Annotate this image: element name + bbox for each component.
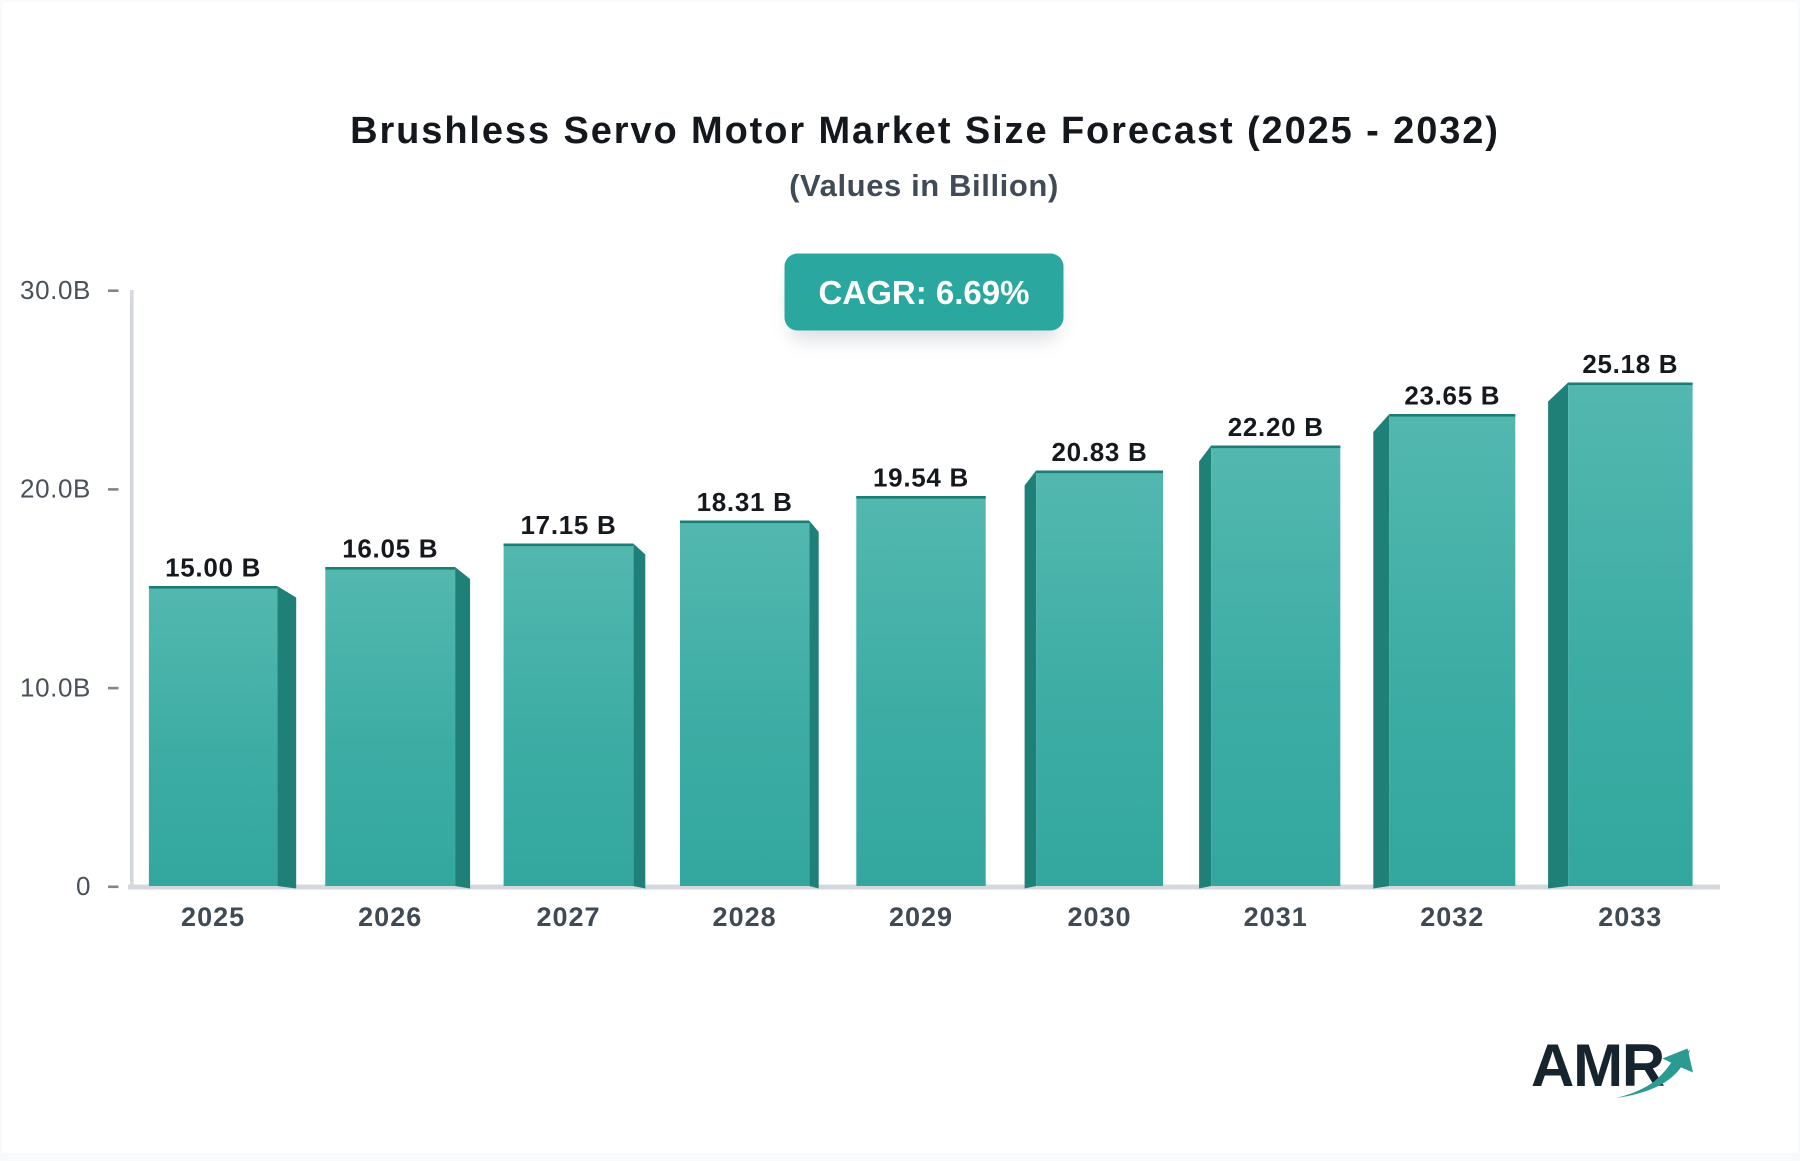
svg-text:2026: 2026 <box>358 902 422 932</box>
svg-text:2031: 2031 <box>1244 902 1308 932</box>
svg-text:15.00 B: 15.00 B <box>165 553 261 583</box>
svg-text:AMR: AMR <box>1531 1032 1665 1099</box>
svg-text:10.0B: 10.0B <box>20 672 91 702</box>
svg-text:2032: 2032 <box>1420 902 1484 932</box>
svg-text:0: 0 <box>76 871 91 901</box>
svg-text:Brushless Servo Motor Market S: Brushless Servo Motor Market Size Foreca… <box>350 110 1500 152</box>
svg-text:(Values in Billion): (Values in Billion) <box>789 168 1059 203</box>
svg-text:2025: 2025 <box>181 902 245 932</box>
svg-text:30.0B: 30.0B <box>20 275 91 305</box>
svg-text:CAGR: 6.69%: CAGR: 6.69% <box>819 274 1030 311</box>
svg-text:22.20 B: 22.20 B <box>1228 412 1324 442</box>
svg-text:17.15 B: 17.15 B <box>521 510 617 540</box>
svg-text:25.18 B: 25.18 B <box>1582 349 1678 379</box>
svg-text:2030: 2030 <box>1067 902 1131 932</box>
svg-text:19.54 B: 19.54 B <box>873 463 969 493</box>
svg-text:2029: 2029 <box>889 902 953 932</box>
svg-text:2033: 2033 <box>1598 902 1662 932</box>
svg-text:18.31 B: 18.31 B <box>697 487 793 517</box>
svg-text:2027: 2027 <box>536 902 600 932</box>
svg-text:16.05 B: 16.05 B <box>342 534 438 564</box>
svg-text:2028: 2028 <box>713 902 777 932</box>
svg-text:20.83 B: 20.83 B <box>1052 437 1148 467</box>
svg-text:23.65 B: 23.65 B <box>1404 381 1500 411</box>
svg-text:20.0B: 20.0B <box>20 474 91 504</box>
